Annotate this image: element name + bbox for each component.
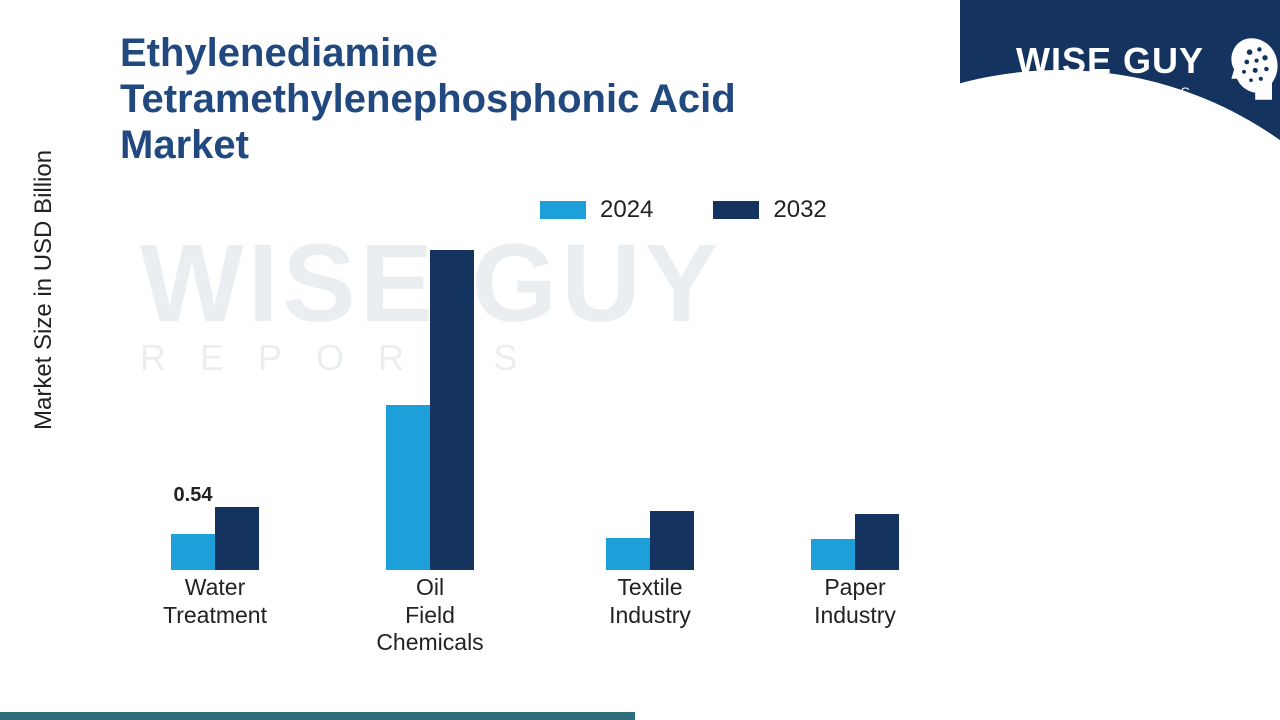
x-axis-label: OilFieldChemicals	[350, 574, 510, 657]
legend: 2024 2032	[540, 196, 827, 224]
brand-bottom-text: REPORTS	[1016, 84, 1204, 100]
bar	[430, 250, 474, 570]
head-icon	[1216, 34, 1280, 104]
bar	[386, 405, 430, 570]
chart-area: 0.54 WaterTreatmentOilFieldChemicalsText…	[120, 240, 940, 610]
brand-top-text: WISE GUY	[1016, 40, 1204, 82]
legend-swatch-2024	[540, 201, 586, 219]
bar	[606, 538, 650, 570]
x-axis-label: WaterTreatment	[135, 574, 295, 629]
stage: WISE GUY REPORTS WISE GUY REPORTS	[0, 0, 1280, 720]
bar	[215, 507, 259, 570]
chart-title: Ethylenediamine Tetramethylenephosphonic…	[120, 30, 760, 168]
brand-logo: WISE GUY REPORTS	[1016, 40, 1250, 100]
bar	[171, 534, 215, 570]
y-axis-label: Market Size in USD Billion	[30, 150, 58, 430]
x-axis-label: TextileIndustry	[570, 574, 730, 629]
right-panel	[960, 0, 1280, 720]
legend-swatch-2032	[713, 201, 759, 219]
legend-label-2024: 2024	[600, 196, 653, 224]
bar	[855, 514, 899, 570]
plot-area: 0.54	[120, 240, 940, 570]
legend-item-2024: 2024	[540, 196, 653, 224]
legend-label-2032: 2032	[773, 196, 826, 224]
bar-value-label: 0.54	[174, 484, 213, 507]
bar	[811, 539, 855, 570]
legend-item-2032: 2032	[713, 196, 826, 224]
x-axis-label: PaperIndustry	[775, 574, 935, 629]
bar	[650, 511, 694, 570]
bottom-strip	[0, 712, 635, 720]
